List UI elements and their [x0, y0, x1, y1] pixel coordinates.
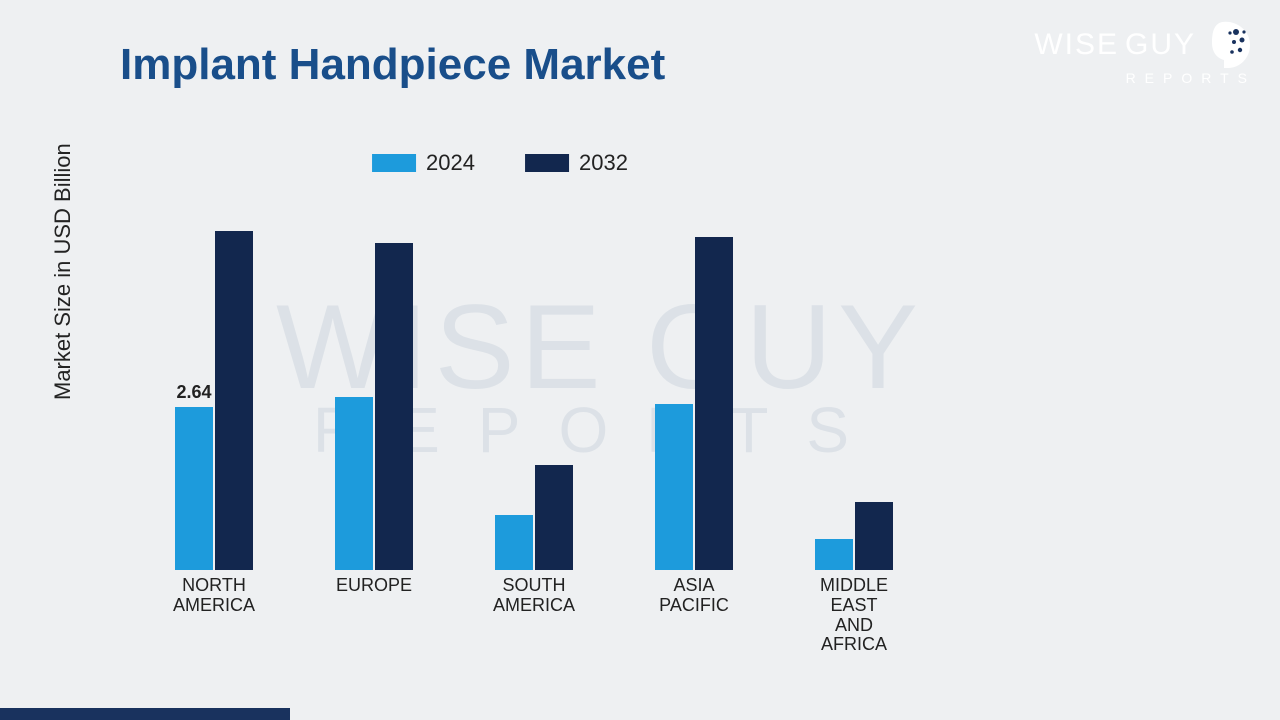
- bar: [695, 237, 733, 570]
- bar: [335, 397, 373, 570]
- bar: [815, 539, 853, 570]
- bar: [855, 502, 893, 570]
- bar: [375, 243, 413, 570]
- head-icon: [1202, 18, 1256, 72]
- category-label: SOUTHAMERICA: [454, 576, 614, 616]
- plot-area: 2.64NORTHAMERICAEUROPESOUTHAMERICAASIAPA…: [134, 200, 934, 570]
- bar-value-label: 2.64: [176, 382, 211, 403]
- legend-label: 2032: [579, 150, 628, 176]
- bar-group: [614, 200, 774, 570]
- bar: [535, 465, 573, 570]
- bar-group: [774, 200, 934, 570]
- category-label: MIDDLEEASTANDAFRICA: [774, 576, 934, 655]
- legend-swatch: [525, 154, 569, 172]
- legend-label: 2024: [426, 150, 475, 176]
- bar: [175, 407, 213, 570]
- legend-swatch: [372, 154, 416, 172]
- category-label: EUROPE: [294, 576, 454, 596]
- bar-group: [294, 200, 454, 570]
- bar-group: [454, 200, 614, 570]
- bar-chart: 20242032 Market Size in USD Billion 2.64…: [60, 150, 940, 630]
- bottom-accent-strip: [0, 708, 290, 720]
- logo-word-2: GUY: [1125, 28, 1196, 62]
- legend-item: 2024: [372, 150, 475, 176]
- logo-word-1: WISE: [1034, 28, 1119, 62]
- bar: [655, 404, 693, 571]
- logo-subtitle: REPORTS: [1034, 70, 1256, 86]
- legend: 2024 2032: [372, 150, 628, 176]
- category-label: ASIAPACIFIC: [614, 576, 774, 616]
- brand-logo: WISE GUY REPORTS: [1034, 18, 1256, 86]
- bar: [215, 231, 253, 570]
- legend-item: 2032: [525, 150, 628, 176]
- bar-group: 2.64: [134, 200, 294, 570]
- category-label: NORTHAMERICA: [134, 576, 294, 616]
- chart-title: Implant Handpiece Market: [120, 40, 665, 90]
- y-axis-label: Market Size in USD Billion: [50, 143, 76, 400]
- infographic-canvas: WISE GUY REPORTS WISE GUY REPORTS: [0, 0, 1280, 720]
- bar: [495, 515, 533, 571]
